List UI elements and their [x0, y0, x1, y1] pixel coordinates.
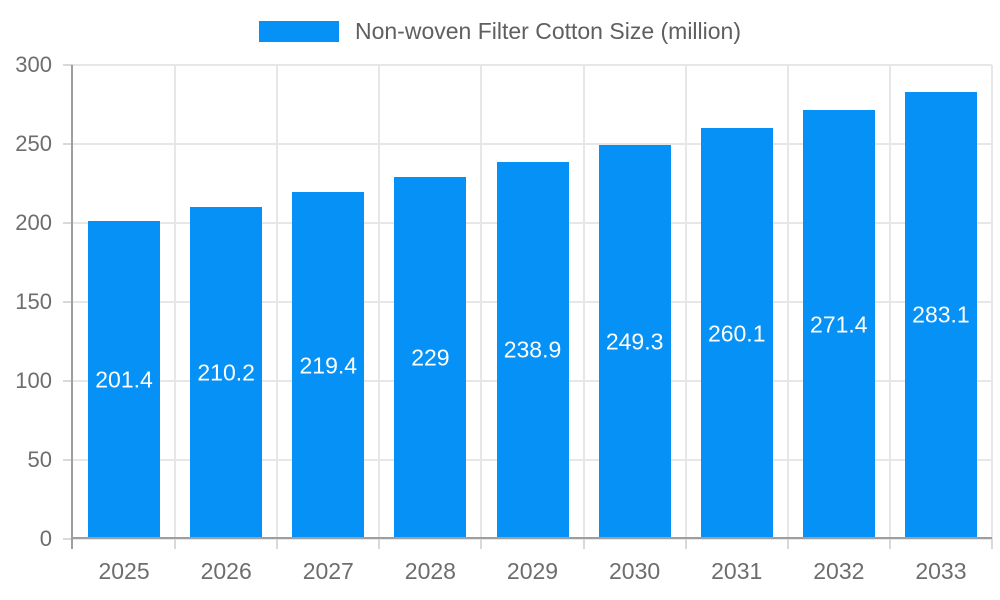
- bar-value-label: 229: [411, 344, 450, 371]
- v-gridline: [276, 65, 279, 539]
- bar-value-label: 249.3: [605, 328, 664, 355]
- y-tick-label: 250: [15, 131, 52, 156]
- bar: 283.1: [904, 91, 977, 539]
- bar: 271.4: [802, 110, 875, 539]
- bar-value-label: 271.4: [810, 311, 868, 338]
- x-tick-mark: [991, 539, 993, 549]
- legend-label: Non-woven Filter Cotton Size (million): [354, 18, 741, 44]
- legend: Non-woven Filter Cotton Size (million): [0, 18, 1000, 45]
- x-axis-label: 2028: [404, 558, 456, 584]
- x-axis-label: 2030: [609, 558, 661, 584]
- h-gridline: [73, 538, 992, 540]
- x-axis-label: 2027: [302, 558, 354, 584]
- v-gridline: [684, 65, 687, 539]
- v-gridline: [582, 65, 585, 539]
- v-gridline: [378, 65, 381, 539]
- bar: 219.4: [292, 192, 365, 539]
- bar: 229: [394, 177, 467, 539]
- x-axis-label: 2026: [200, 558, 252, 584]
- x-tick-mark: [582, 539, 585, 549]
- y-tick-mark: [63, 222, 73, 224]
- v-gridline: [991, 65, 993, 539]
- bar: 238.9: [496, 161, 569, 539]
- bar-value-label: 260.1: [707, 320, 766, 346]
- y-tick-mark: [63, 301, 73, 303]
- x-tick-mark: [174, 539, 177, 549]
- x-tick-mark: [480, 539, 483, 549]
- x-axis-label: 2025: [98, 558, 150, 584]
- y-tick-label: 300: [15, 52, 52, 77]
- x-tick-mark: [276, 539, 279, 549]
- y-tick-label: 100: [15, 368, 52, 393]
- x-axis-spine: [71, 537, 992, 539]
- x-tick-mark: [378, 539, 381, 549]
- y-tick-label: 150: [15, 289, 52, 314]
- y-tick-mark: [63, 459, 73, 461]
- bar-value-label: 238.9: [503, 336, 562, 363]
- y-axis-spine: [71, 65, 73, 549]
- h-gridline: [73, 64, 992, 66]
- x-tick-mark: [684, 539, 687, 549]
- x-axis-label: 2031: [711, 558, 763, 584]
- x-tick-mark: [888, 539, 891, 549]
- legend-swatch: [258, 21, 339, 42]
- bar-value-label: 210.2: [197, 359, 255, 386]
- y-tick-label: 50: [27, 447, 52, 472]
- v-gridline: [888, 65, 891, 539]
- bar: 201.4: [88, 220, 161, 539]
- bar: 249.3: [598, 145, 671, 539]
- x-axis-label: 2033: [915, 558, 967, 584]
- bar-value-label: 201.4: [95, 366, 153, 393]
- y-tick-mark: [63, 538, 73, 540]
- x-axis-label: 2029: [506, 558, 559, 584]
- y-tick-mark: [63, 380, 73, 382]
- y-tick-mark: [63, 143, 73, 145]
- x-axis-label: 2032: [813, 558, 865, 584]
- bar-value-label: 283.1: [912, 301, 970, 328]
- y-tick-label: 0: [39, 526, 52, 551]
- v-gridline: [174, 65, 177, 539]
- y-tick-mark: [63, 64, 73, 66]
- bar: 260.1: [700, 128, 773, 539]
- v-gridline: [480, 65, 483, 539]
- bar-value-label: 219.4: [299, 352, 358, 379]
- y-tick-label: 200: [15, 210, 52, 235]
- v-gridline: [786, 65, 789, 539]
- x-tick-mark: [786, 539, 789, 549]
- h-gridline: [73, 143, 992, 145]
- bar: 210.2: [190, 206, 263, 539]
